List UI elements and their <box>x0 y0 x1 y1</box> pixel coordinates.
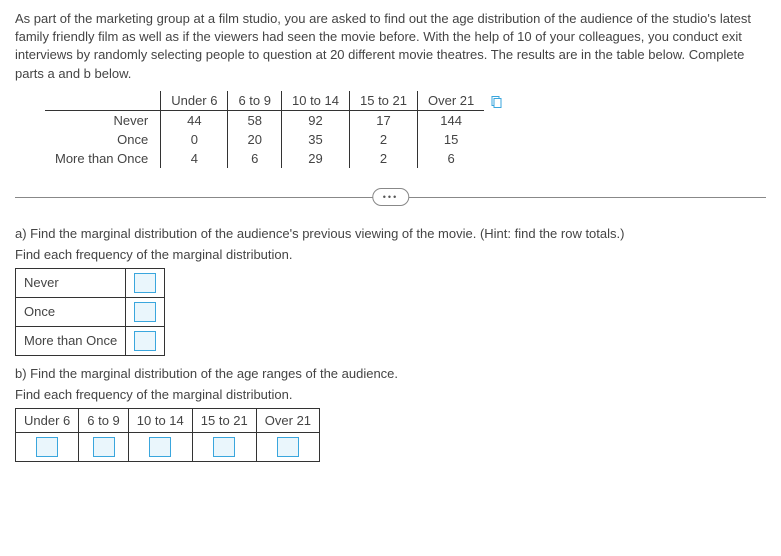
cell: 2 <box>350 130 418 149</box>
cell: 4 <box>161 149 228 168</box>
answer-col-header: 15 to 21 <box>192 408 256 432</box>
cell: 29 <box>282 149 350 168</box>
answer-col-header: 6 to 9 <box>79 408 129 432</box>
intro-text: As part of the marketing group at a film… <box>15 10 766 83</box>
section-divider: ••• <box>15 188 766 206</box>
never-input[interactable] <box>134 273 156 293</box>
cell: 144 <box>418 110 485 130</box>
col-header: Over 21 <box>418 91 485 111</box>
expand-button[interactable]: ••• <box>372 188 409 206</box>
data-table: Under 6 6 to 9 10 to 14 15 to 21 Over 21… <box>45 91 512 168</box>
over21-input[interactable] <box>277 437 299 457</box>
cell: 58 <box>228 110 282 130</box>
cell: 6 <box>418 149 485 168</box>
once-input[interactable] <box>134 302 156 322</box>
under6-input[interactable] <box>36 437 58 457</box>
cell: 6 <box>228 149 282 168</box>
cell: 15 <box>418 130 485 149</box>
15to21-input[interactable] <box>213 437 235 457</box>
col-header: 6 to 9 <box>228 91 282 111</box>
cell: 0 <box>161 130 228 149</box>
col-header: 10 to 14 <box>282 91 350 111</box>
cell: 20 <box>228 130 282 149</box>
cell: 17 <box>350 110 418 130</box>
col-header: 15 to 21 <box>350 91 418 111</box>
answer-row-label: More than Once <box>16 326 126 355</box>
10to14-input[interactable] <box>149 437 171 457</box>
row-label: Once <box>45 130 161 149</box>
part-a-sub: Find each frequency of the marginal dist… <box>15 247 766 262</box>
part-b-table: Under 6 6 to 9 10 to 14 15 to 21 Over 21 <box>15 408 320 462</box>
part-a-table: Never Once More than Once <box>15 268 165 356</box>
cell: 92 <box>282 110 350 130</box>
col-header: Under 6 <box>161 91 228 111</box>
answer-row-label: Never <box>16 268 126 297</box>
answer-col-header: 10 to 14 <box>128 408 192 432</box>
part-a-prompt: a) Find the marginal distribution of the… <box>15 226 766 241</box>
copy-icon[interactable] <box>490 96 502 108</box>
cell: 2 <box>350 149 418 168</box>
answer-row-label: Once <box>16 297 126 326</box>
6to9-input[interactable] <box>93 437 115 457</box>
part-b-prompt: b) Find the marginal distribution of the… <box>15 366 766 381</box>
row-label: Never <box>45 110 161 130</box>
more-than-once-input[interactable] <box>134 331 156 351</box>
row-label: More than Once <box>45 149 161 168</box>
part-b-sub: Find each frequency of the marginal dist… <box>15 387 766 402</box>
answer-col-header: Under 6 <box>16 408 79 432</box>
cell: 44 <box>161 110 228 130</box>
answer-col-header: Over 21 <box>256 408 319 432</box>
cell: 35 <box>282 130 350 149</box>
